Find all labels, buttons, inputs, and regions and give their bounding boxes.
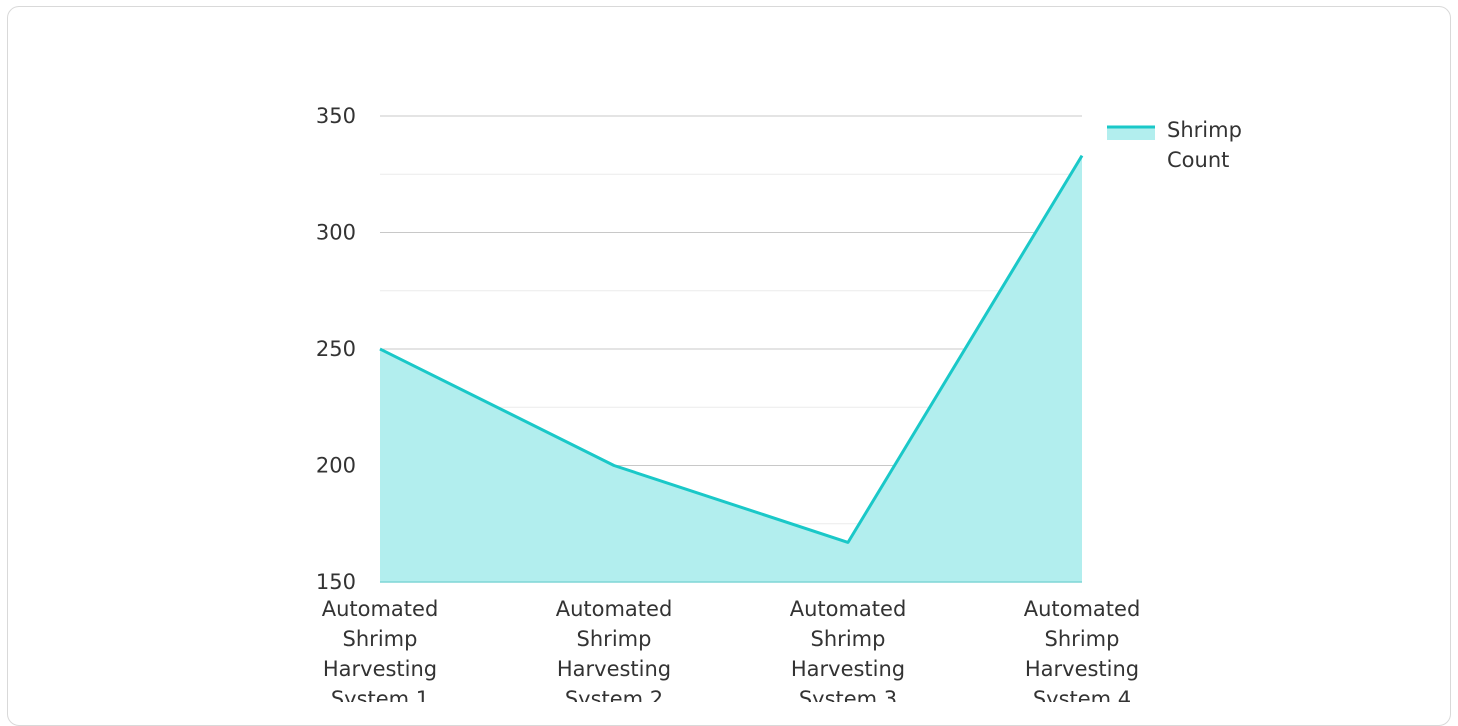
legend-label: Shrimp Count [1167,118,1242,172]
x-tick-label-line: Harvesting [1025,657,1139,681]
x-tick-label-line: Automated [322,597,439,621]
x-tick-label-line: Harvesting [557,657,671,681]
x-tick-label-line: Harvesting [791,657,905,681]
y-tick-label: 250 [316,337,356,361]
x-tick-label-line: Shrimp [811,627,886,651]
y-tick-label: 200 [316,454,356,478]
x-tick-label-line: Automated [1024,597,1141,621]
x-tick-label-line: Shrimp [577,627,652,651]
x-tick-label-line: Harvesting [323,657,437,681]
y-tick-label: 350 [316,104,356,128]
x-tick-label: Automated Shrimp Harvesting System 3 [790,597,907,702]
series-area-fill [380,156,1082,582]
series-area [380,156,1082,582]
x-tick-label-line: System 3 [799,687,897,702]
x-tick-label-line: Automated [790,597,907,621]
x-tick-label-line: Automated [556,597,673,621]
legend-label-line: Shrimp [1167,118,1242,142]
x-tick-label: Automated Shrimp Harvesting System 2 [556,597,673,702]
y-tick-label: 300 [316,221,356,245]
x-tick-label-line: System 4 [1033,687,1131,702]
x-tick-label: Automated Shrimp Harvesting System 4 [1024,597,1141,702]
x-tick-label: Automated Shrimp Harvesting System 1 [322,597,439,702]
legend[interactable]: Shrimp Count [1107,118,1242,172]
y-tick-label: 150 [316,570,356,594]
x-tick-label-line: Shrimp [343,627,418,651]
x-tick-label-line: Shrimp [1045,627,1120,651]
y-axis: 150 200 250 300 350 [316,104,356,594]
line-area-chart: 150 200 250 300 350 Automated Shrimp Harvestin… [0,0,1458,702]
legend-label-line: Count [1167,148,1229,172]
x-tick-label-line: System 1 [331,687,429,702]
x-tick-label-line: System 2 [565,687,663,702]
